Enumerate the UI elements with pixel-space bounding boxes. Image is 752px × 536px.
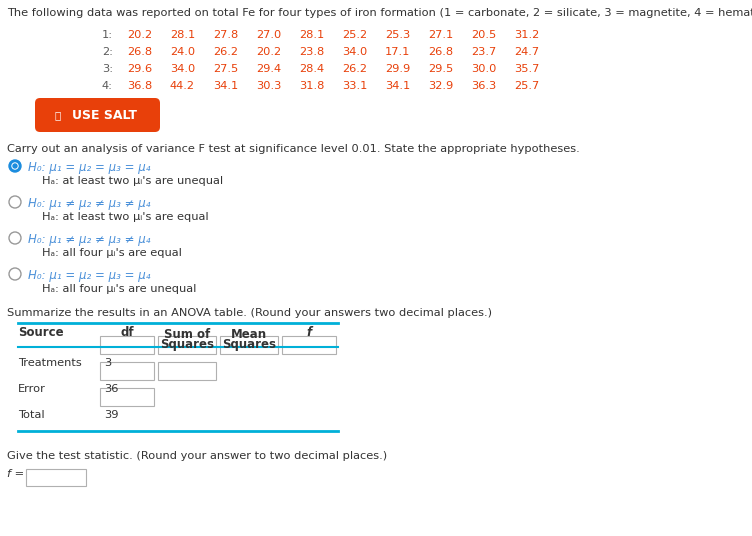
Circle shape [13,164,17,168]
Text: df: df [120,326,134,339]
Bar [26,469,86,486]
Text: 36.8: 36.8 [127,81,152,91]
Text: 20.2: 20.2 [127,30,152,40]
Text: Hₐ: all four μᵢ's are equal: Hₐ: all four μᵢ's are equal [42,248,182,258]
Text: 44.2: 44.2 [170,81,195,91]
Text: USE SALT: USE SALT [72,109,138,122]
Text: 31.2: 31.2 [514,30,539,40]
Text: 26.2: 26.2 [342,64,367,74]
Text: 17.1: 17.1 [385,47,411,57]
Text: The following data was reported on total Fe for four types of iron formation (1 : The following data was reported on total… [7,8,752,18]
Text: 29.5: 29.5 [428,64,453,74]
Text: Squares: Squares [222,338,276,351]
Text: Source: Source [18,326,64,339]
Text: Squares: Squares [160,338,214,351]
Bar [282,336,336,354]
Text: H₀: μ₁ ≠ μ₂ ≠ μ₃ ≠ μ₄: H₀: μ₁ ≠ μ₂ ≠ μ₃ ≠ μ₄ [28,197,150,210]
Text: 20.2: 20.2 [256,47,281,57]
Text: 1:: 1: [102,30,113,40]
Text: f =: f = [7,469,24,479]
Bar [100,336,154,354]
Text: 23.7: 23.7 [471,47,496,57]
Text: 27.0: 27.0 [256,30,281,40]
Text: Error: Error [18,384,46,394]
Text: 29.6: 29.6 [127,64,152,74]
Circle shape [12,163,18,169]
Bar [158,362,216,380]
Text: 3: 3 [104,358,111,368]
Text: Hₐ: at least two μᵢ's are unequal: Hₐ: at least two μᵢ's are unequal [42,176,223,186]
Text: Sum of: Sum of [164,328,210,341]
Text: Treatments: Treatments [18,358,82,368]
Text: Give the test statistic. (Round your answer to two decimal places.): Give the test statistic. (Round your ans… [7,451,387,461]
Text: Summarize the results in an ANOVA table. (Round your answers two decimal places.: Summarize the results in an ANOVA table.… [7,308,492,318]
Text: 34.0: 34.0 [342,47,367,57]
Text: 31.8: 31.8 [299,81,324,91]
Bar [158,336,216,354]
Text: 25.3: 25.3 [385,30,411,40]
FancyBboxPatch shape [35,98,160,132]
Bar [100,362,154,380]
Text: 34.1: 34.1 [213,81,238,91]
Text: Hₐ: at least two μᵢ's are equal: Hₐ: at least two μᵢ's are equal [42,212,208,222]
Text: 27.5: 27.5 [213,64,238,74]
Text: 34.1: 34.1 [385,81,411,91]
Text: 2:: 2: [102,47,113,57]
Text: Carry out an analysis of variance F test at significance level 0.01. State the a: Carry out an analysis of variance F test… [7,144,580,154]
Text: 30.0: 30.0 [471,64,496,74]
Bar [100,388,154,406]
Text: 36: 36 [104,384,118,394]
Text: 26.2: 26.2 [213,47,238,57]
Text: 24.7: 24.7 [514,47,539,57]
Text: 25.7: 25.7 [514,81,539,91]
Bar [220,336,278,354]
Text: 28.4: 28.4 [299,64,324,74]
Text: 3:: 3: [102,64,113,74]
Text: 33.1: 33.1 [342,81,368,91]
Text: Mean: Mean [231,328,267,341]
Text: 29.4: 29.4 [256,64,281,74]
Text: 36.3: 36.3 [471,81,496,91]
Circle shape [9,160,21,172]
Text: Total: Total [18,410,44,420]
Text: 27.8: 27.8 [213,30,238,40]
Text: 34.0: 34.0 [170,64,196,74]
Text: H₀: μ₁ = μ₂ = μ₃ = μ₄: H₀: μ₁ = μ₂ = μ₃ = μ₄ [28,161,150,174]
Text: 28.1: 28.1 [170,30,196,40]
Text: H₀: μ₁ = μ₂ = μ₃ = μ₄: H₀: μ₁ = μ₂ = μ₃ = μ₄ [28,269,150,282]
Text: 27.1: 27.1 [428,30,453,40]
Text: 🔖: 🔖 [55,110,61,121]
Text: 25.2: 25.2 [342,30,367,40]
Text: 28.1: 28.1 [299,30,324,40]
Text: 32.9: 32.9 [428,81,453,91]
Text: 26.8: 26.8 [127,47,152,57]
Text: f: f [306,326,311,339]
Text: 20.5: 20.5 [471,30,496,40]
Text: 35.7: 35.7 [514,64,539,74]
Text: 23.8: 23.8 [299,47,324,57]
Text: H₀: μ₁ ≠ μ₂ ≠ μ₃ ≠ μ₄: H₀: μ₁ ≠ μ₂ ≠ μ₃ ≠ μ₄ [28,233,150,246]
Text: 24.0: 24.0 [170,47,195,57]
Text: 29.9: 29.9 [385,64,411,74]
Text: 30.3: 30.3 [256,81,281,91]
Text: 26.8: 26.8 [428,47,453,57]
Text: Hₐ: all four μᵢ's are unequal: Hₐ: all four μᵢ's are unequal [42,284,196,294]
Text: 4:: 4: [102,81,113,91]
Text: 39: 39 [104,410,119,420]
